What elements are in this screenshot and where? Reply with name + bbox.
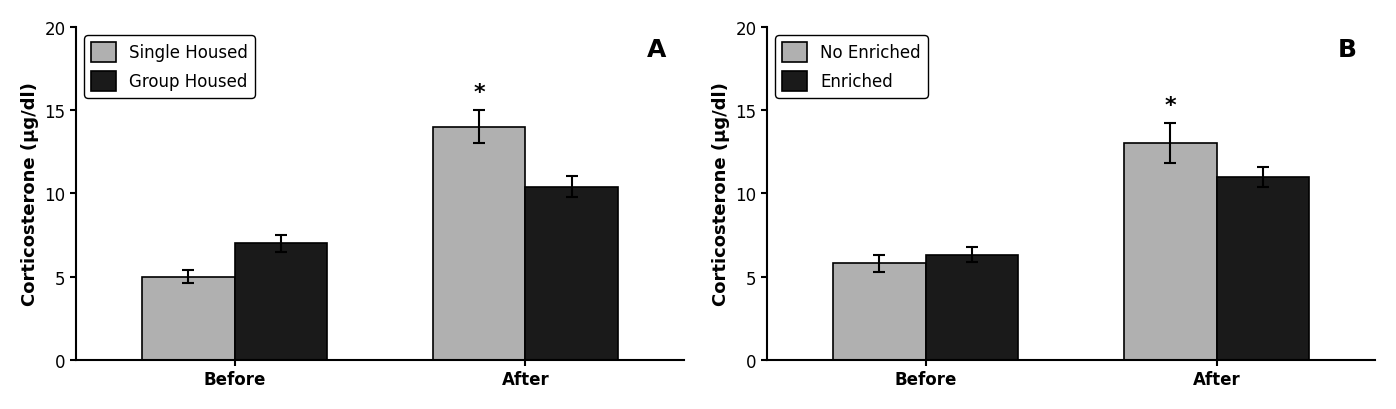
Text: *: * [1164,96,1175,116]
Bar [235,244,327,360]
Bar [926,255,1018,360]
Bar [142,277,235,360]
Bar [833,263,926,360]
Bar [1124,144,1216,360]
Bar [1216,177,1309,360]
Bar [525,187,618,360]
Y-axis label: Corticosterone (μg/dl): Corticosterone (μg/dl) [21,82,39,306]
Legend: No Enriched, Enriched: No Enriched, Enriched [775,36,927,98]
Legend: Single Housed, Group Housed: Single Housed, Group Housed [84,36,255,98]
Y-axis label: Corticosterone (μg/dl): Corticosterone (μg/dl) [712,82,730,306]
Text: A: A [646,38,666,62]
Text: B: B [1337,38,1357,62]
Text: *: * [473,83,484,103]
Bar [433,127,525,360]
